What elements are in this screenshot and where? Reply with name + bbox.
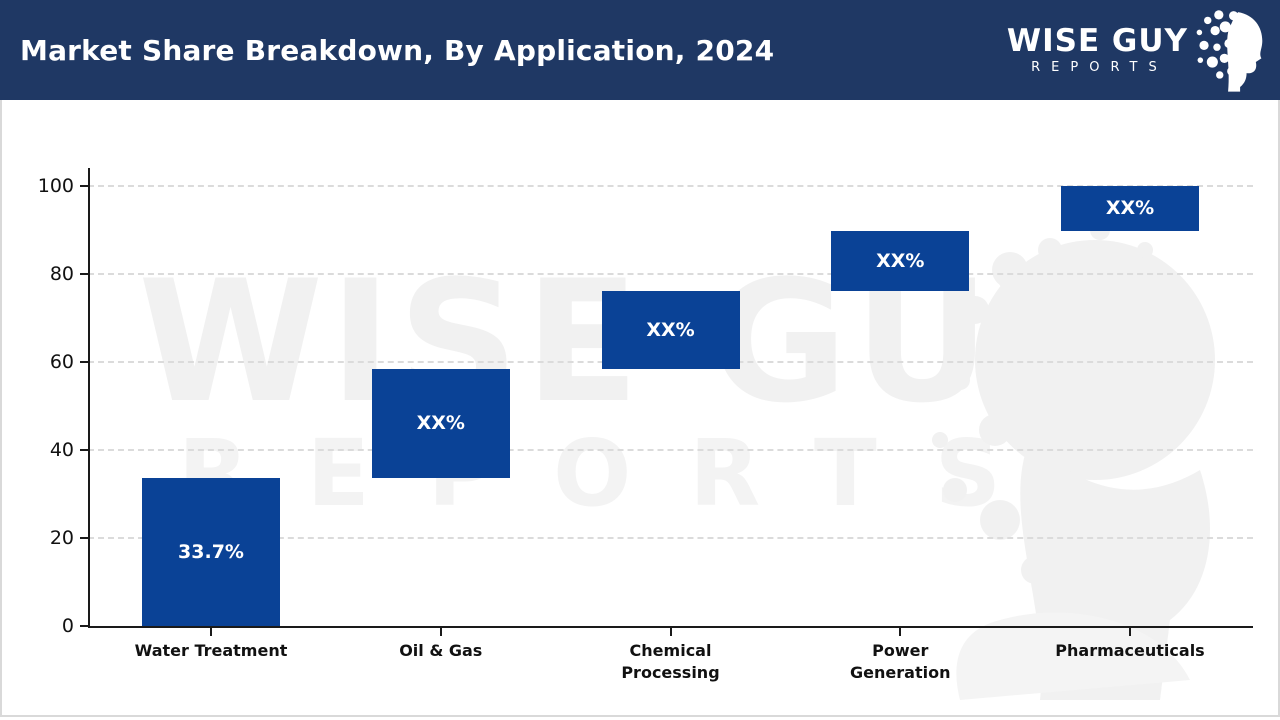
bar-value-label: XX% — [646, 319, 695, 342]
page-title: Market Share Breakdown, By Application, … — [20, 33, 775, 67]
waterfall-bar: 33.7% — [142, 477, 280, 626]
bar-value-label: 33.7% — [178, 540, 244, 563]
frame-border-bottom — [0, 715, 1280, 717]
y-tickmark — [80, 537, 88, 539]
y-gridline — [88, 449, 1253, 451]
waterfall-bar: XX% — [831, 230, 970, 292]
x-tickmark — [1129, 628, 1131, 636]
logo-text: WISE GUY REPORTS — [1006, 23, 1188, 75]
x-tickmark — [899, 628, 902, 636]
bar-value-label: XX% — [876, 250, 925, 272]
y-axis-line — [88, 168, 90, 628]
waterfall-bar: XX% — [601, 291, 740, 370]
x-category-label: Oil & Gas — [399, 641, 483, 660]
y-gridline — [88, 185, 1253, 187]
x-category-label: Power Generation — [850, 641, 951, 682]
bar-value-label: XX% — [416, 412, 465, 435]
logo-wordmark: WISE GUY — [1006, 23, 1188, 59]
frame-border-right — [1278, 100, 1280, 717]
logo-head-icon — [1196, 10, 1263, 92]
x-tickmark — [210, 628, 212, 636]
y-tickmark — [80, 273, 88, 275]
bar-value-label: XX% — [1105, 197, 1155, 220]
x-tickmark — [439, 628, 442, 636]
x-category-label: Water Treatment — [134, 641, 288, 660]
y-tick-label: 40 — [49, 439, 74, 461]
y-tickmark — [80, 185, 88, 187]
x-category-label: Pharmaceuticals — [1055, 641, 1205, 660]
logo-subtitle: REPORTS — [1031, 60, 1168, 75]
y-tick-label: 60 — [49, 351, 74, 373]
y-gridline — [88, 537, 1253, 539]
x-category-label: Chemical Processing — [621, 641, 720, 682]
y-tickmark — [80, 625, 88, 627]
x-tickmark — [669, 628, 672, 636]
x-axis-line — [88, 626, 1253, 628]
y-tickmark — [80, 361, 88, 363]
wiseguy-logo: WISE GUY REPORTS — [1007, 8, 1266, 92]
y-tick-label: 0 — [61, 615, 74, 637]
y-tickmark — [80, 449, 88, 451]
waterfall-bar: XX% — [1061, 186, 1199, 231]
waterfall-bar: XX% — [371, 369, 510, 478]
header: Market Share Breakdown, By Application, … — [0, 0, 1280, 100]
y-tick-label: 80 — [49, 263, 74, 285]
frame-border-left — [0, 100, 2, 717]
y-gridline — [88, 273, 1253, 275]
y-tick-label: 100 — [37, 175, 74, 197]
y-tick-label: 20 — [49, 527, 74, 549]
